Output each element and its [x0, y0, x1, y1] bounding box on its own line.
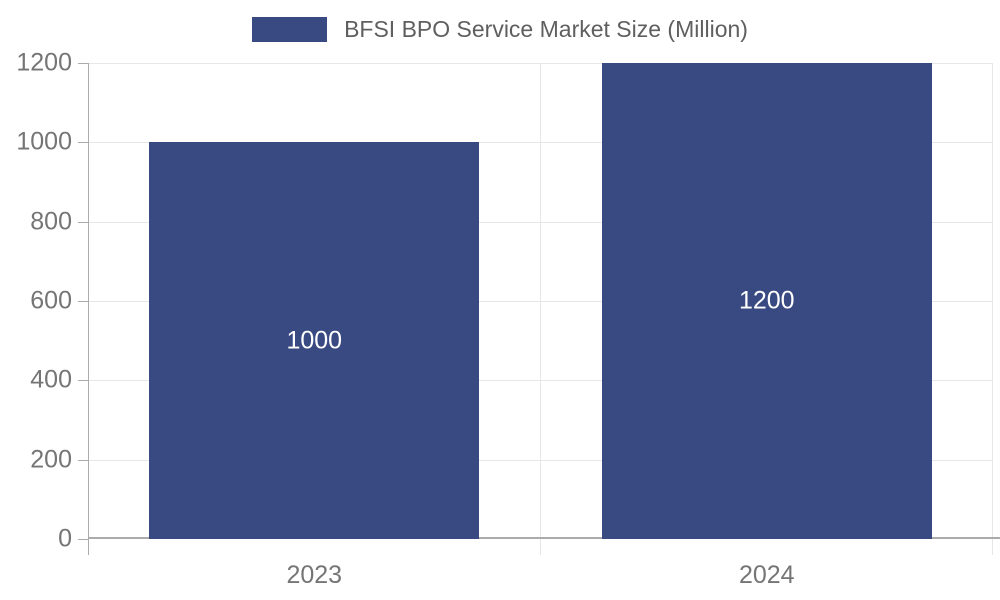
x-gridline: [992, 63, 993, 555]
y-axis-tick: [78, 221, 88, 223]
x-tick-label-2024: 2024: [738, 561, 795, 589]
bar-2024[interactable]: [601, 63, 932, 539]
y-axis-tick: [78, 380, 88, 382]
y-axis-tick: [78, 63, 88, 64]
legend-label[interactable]: BFSI BPO Service Market Size (Million): [344, 15, 748, 42]
legend-swatch-icon[interactable]: [252, 16, 328, 42]
y-tick-label: 600: [30, 286, 72, 315]
y-gridline: [88, 459, 993, 461]
y-axis-tick: [78, 142, 88, 144]
y-gridline: [88, 221, 993, 223]
y-tick-label: 1200: [16, 48, 72, 77]
chart-legend: BFSI BPO Service Market Size (Million): [0, 14, 1000, 44]
bar-2023[interactable]: [149, 142, 480, 539]
x-tick-label-2023: 2023: [286, 561, 343, 589]
y-gridline: [88, 301, 993, 302]
y-tick-label: 800: [30, 207, 72, 236]
y-gridline: [88, 380, 993, 382]
y-axis-tick: [78, 459, 88, 461]
y-axis-tick: [78, 539, 88, 540]
x-gridline: [539, 63, 541, 555]
y-gridline: [88, 142, 993, 144]
y-tick-label: 0: [58, 524, 72, 553]
bar-value-label: 1000: [286, 326, 343, 355]
y-gridline: [88, 63, 993, 64]
y-axis-line: [88, 63, 89, 555]
y-tick-label: 200: [30, 445, 72, 474]
y-tick-label: 1000: [16, 127, 72, 156]
plot-area: 0 200 400 600 800 1000 1200 1000 2023 1200 2024: [16, 49, 1000, 589]
y-tick-label: 400: [30, 365, 72, 394]
y-axis-tick: [78, 301, 88, 302]
x-axis-line: [88, 537, 1000, 539]
bar-value-label: 1200: [738, 286, 795, 315]
